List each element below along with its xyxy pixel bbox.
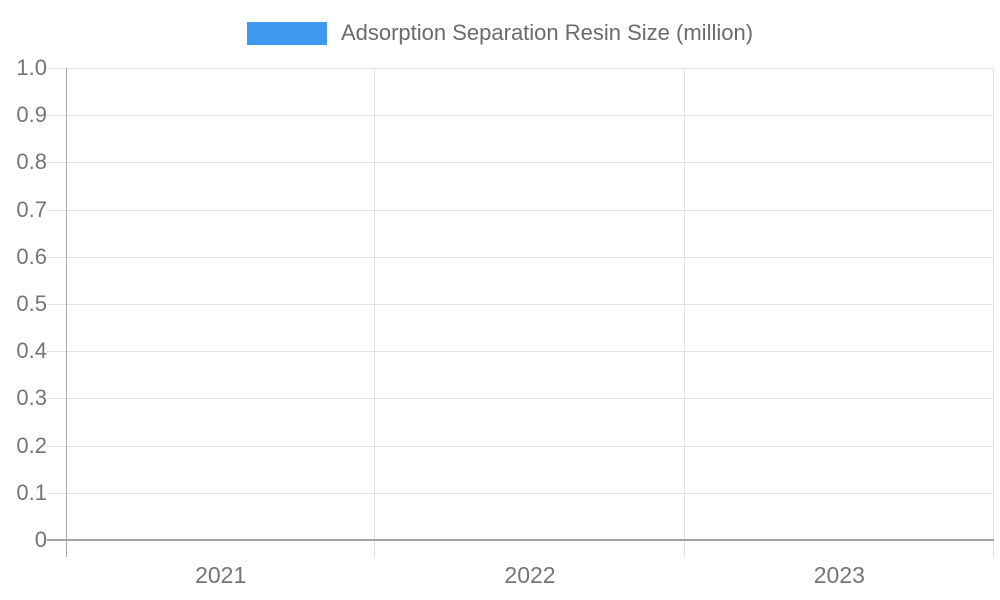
y-axis-tick-label: 0.7 [16,196,47,222]
vertical-gridline [374,68,376,557]
horizontal-gridline [47,209,994,211]
y-axis-tick-label: 0.5 [16,291,47,316]
y-axis-tick-label: 0.1 [16,479,47,505]
horizontal-gridline [47,68,994,69]
horizontal-gridline [47,445,994,447]
y-axis-tick-label: 0.6 [16,243,47,269]
horizontal-gridline [47,351,994,353]
plot-area [47,68,994,557]
x-axis-line [47,539,994,541]
y-axis-tick-label: 0.8 [16,149,47,175]
chart-legend[interactable]: Adsorption Separation Resin Size (millio… [0,20,1000,46]
x-axis-tick-label: 2021 [195,562,247,588]
horizontal-gridline [47,492,994,494]
x-axis-tick-label: 2023 [813,562,865,588]
y-axis-tick-label: 0 [34,527,47,552]
horizontal-gridline [47,162,994,164]
vertical-gridline [993,68,994,557]
x-axis-tick-label: 2022 [504,562,556,588]
y-axis-tick-label: 0.4 [16,338,47,364]
y-axis-tick-label: 0.3 [16,385,47,411]
y-axis-tick-label: 0.9 [16,102,47,128]
y-axis-tick-label: 0.2 [16,432,47,458]
horizontal-gridline [47,115,994,117]
legend-series-label: Adsorption Separation Resin Size (millio… [340,20,754,45]
legend-swatch [246,21,327,45]
vertical-gridline [683,68,685,557]
y-axis-line [66,68,67,557]
horizontal-gridline [47,256,994,258]
horizontal-gridline [47,398,994,400]
y-axis-tick-label: 1.0 [16,55,47,80]
horizontal-gridline [47,304,994,305]
